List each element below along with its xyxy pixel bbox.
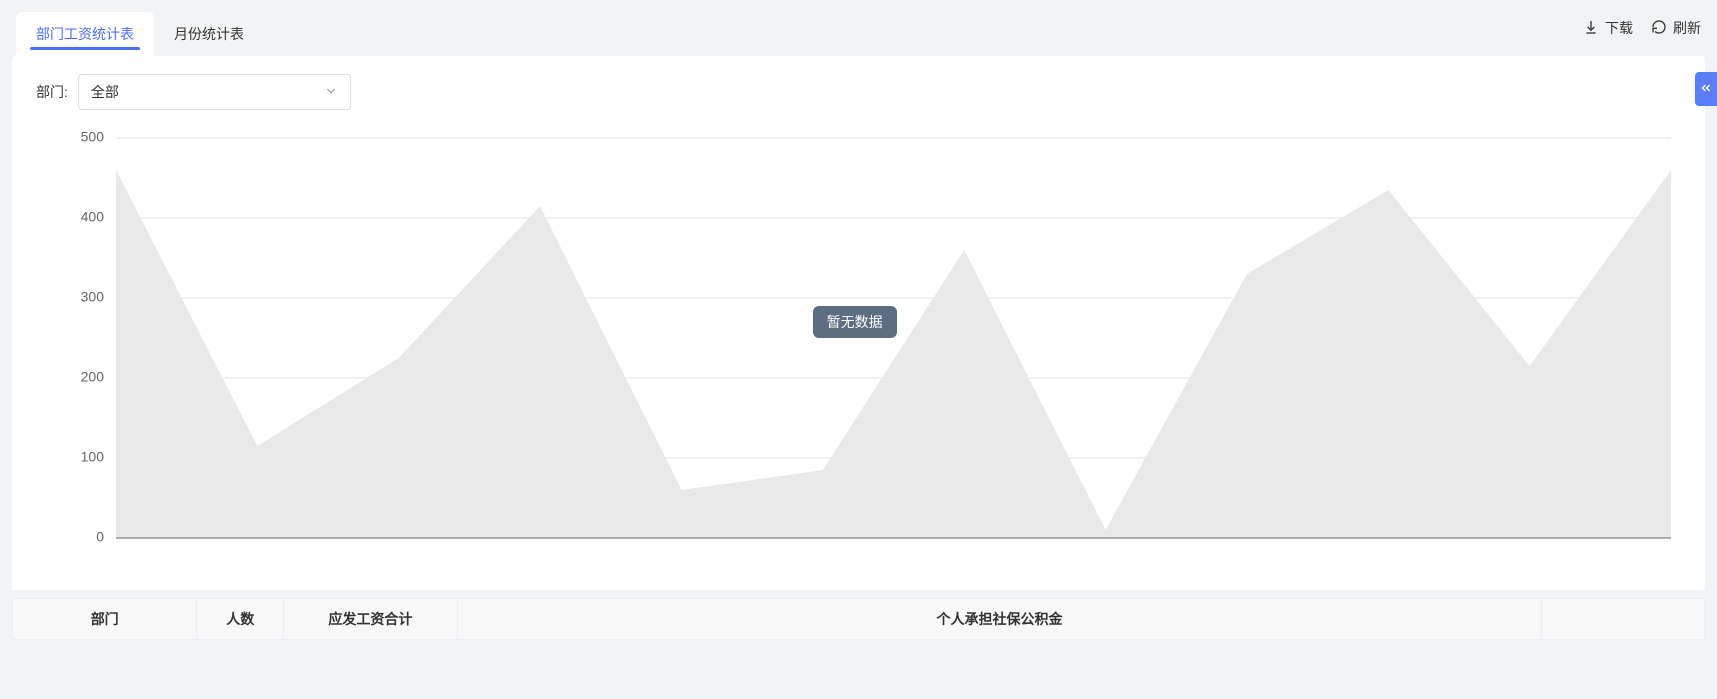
svg-text:0: 0 <box>96 529 104 545</box>
chevron-double-left-icon <box>1699 81 1713 98</box>
top-bar: 部门工资统计表 月份统计表 下载 刷新 <box>0 0 1717 56</box>
tab-department-salary[interactable]: 部门工资统计表 <box>16 12 154 56</box>
refresh-icon <box>1651 19 1667 38</box>
tabs: 部门工资统计表 月份统计表 <box>16 0 264 56</box>
svg-text:400: 400 <box>81 209 105 225</box>
download-icon <box>1583 19 1599 38</box>
main-panel: 部门: 全部 0100200300400500 暂无数据 <box>12 56 1705 590</box>
svg-text:500: 500 <box>81 129 105 145</box>
col-header-trailing <box>1542 599 1705 640</box>
area-chart: 0100200300400500 暂无数据 <box>36 128 1681 558</box>
tab-month-stats[interactable]: 月份统计表 <box>154 12 264 56</box>
topbar-actions: 下载 刷新 <box>1583 18 1701 38</box>
select-value: 全部 <box>91 82 324 102</box>
refresh-button[interactable]: 刷新 <box>1651 18 1701 38</box>
col-header-headcount: 人数 <box>197 599 284 640</box>
tab-label: 部门工资统计表 <box>36 26 134 42</box>
download-button[interactable]: 下载 <box>1583 18 1633 38</box>
refresh-label: 刷新 <box>1673 18 1701 38</box>
svg-text:200: 200 <box>81 369 105 385</box>
col-header-gross-salary: 应发工资合计 <box>284 599 458 640</box>
svg-text:300: 300 <box>81 289 105 305</box>
download-label: 下载 <box>1605 18 1633 38</box>
side-collapse-button[interactable] <box>1695 72 1717 106</box>
tab-label: 月份统计表 <box>174 26 244 42</box>
table-container: 部门 人数 应发工资合计 个人承担社保公积金 <box>12 598 1705 640</box>
filter-label: 部门: <box>36 82 68 102</box>
department-select[interactable]: 全部 <box>78 74 351 110</box>
svg-text:100: 100 <box>81 449 105 465</box>
salary-table: 部门 人数 应发工资合计 个人承担社保公积金 <box>12 598 1705 640</box>
col-header-dept: 部门 <box>13 599 197 640</box>
filter-row: 部门: 全部 <box>36 74 1681 110</box>
col-header-group-personal-social: 个人承担社保公积金 <box>457 599 1542 640</box>
chevron-down-icon <box>324 84 338 101</box>
